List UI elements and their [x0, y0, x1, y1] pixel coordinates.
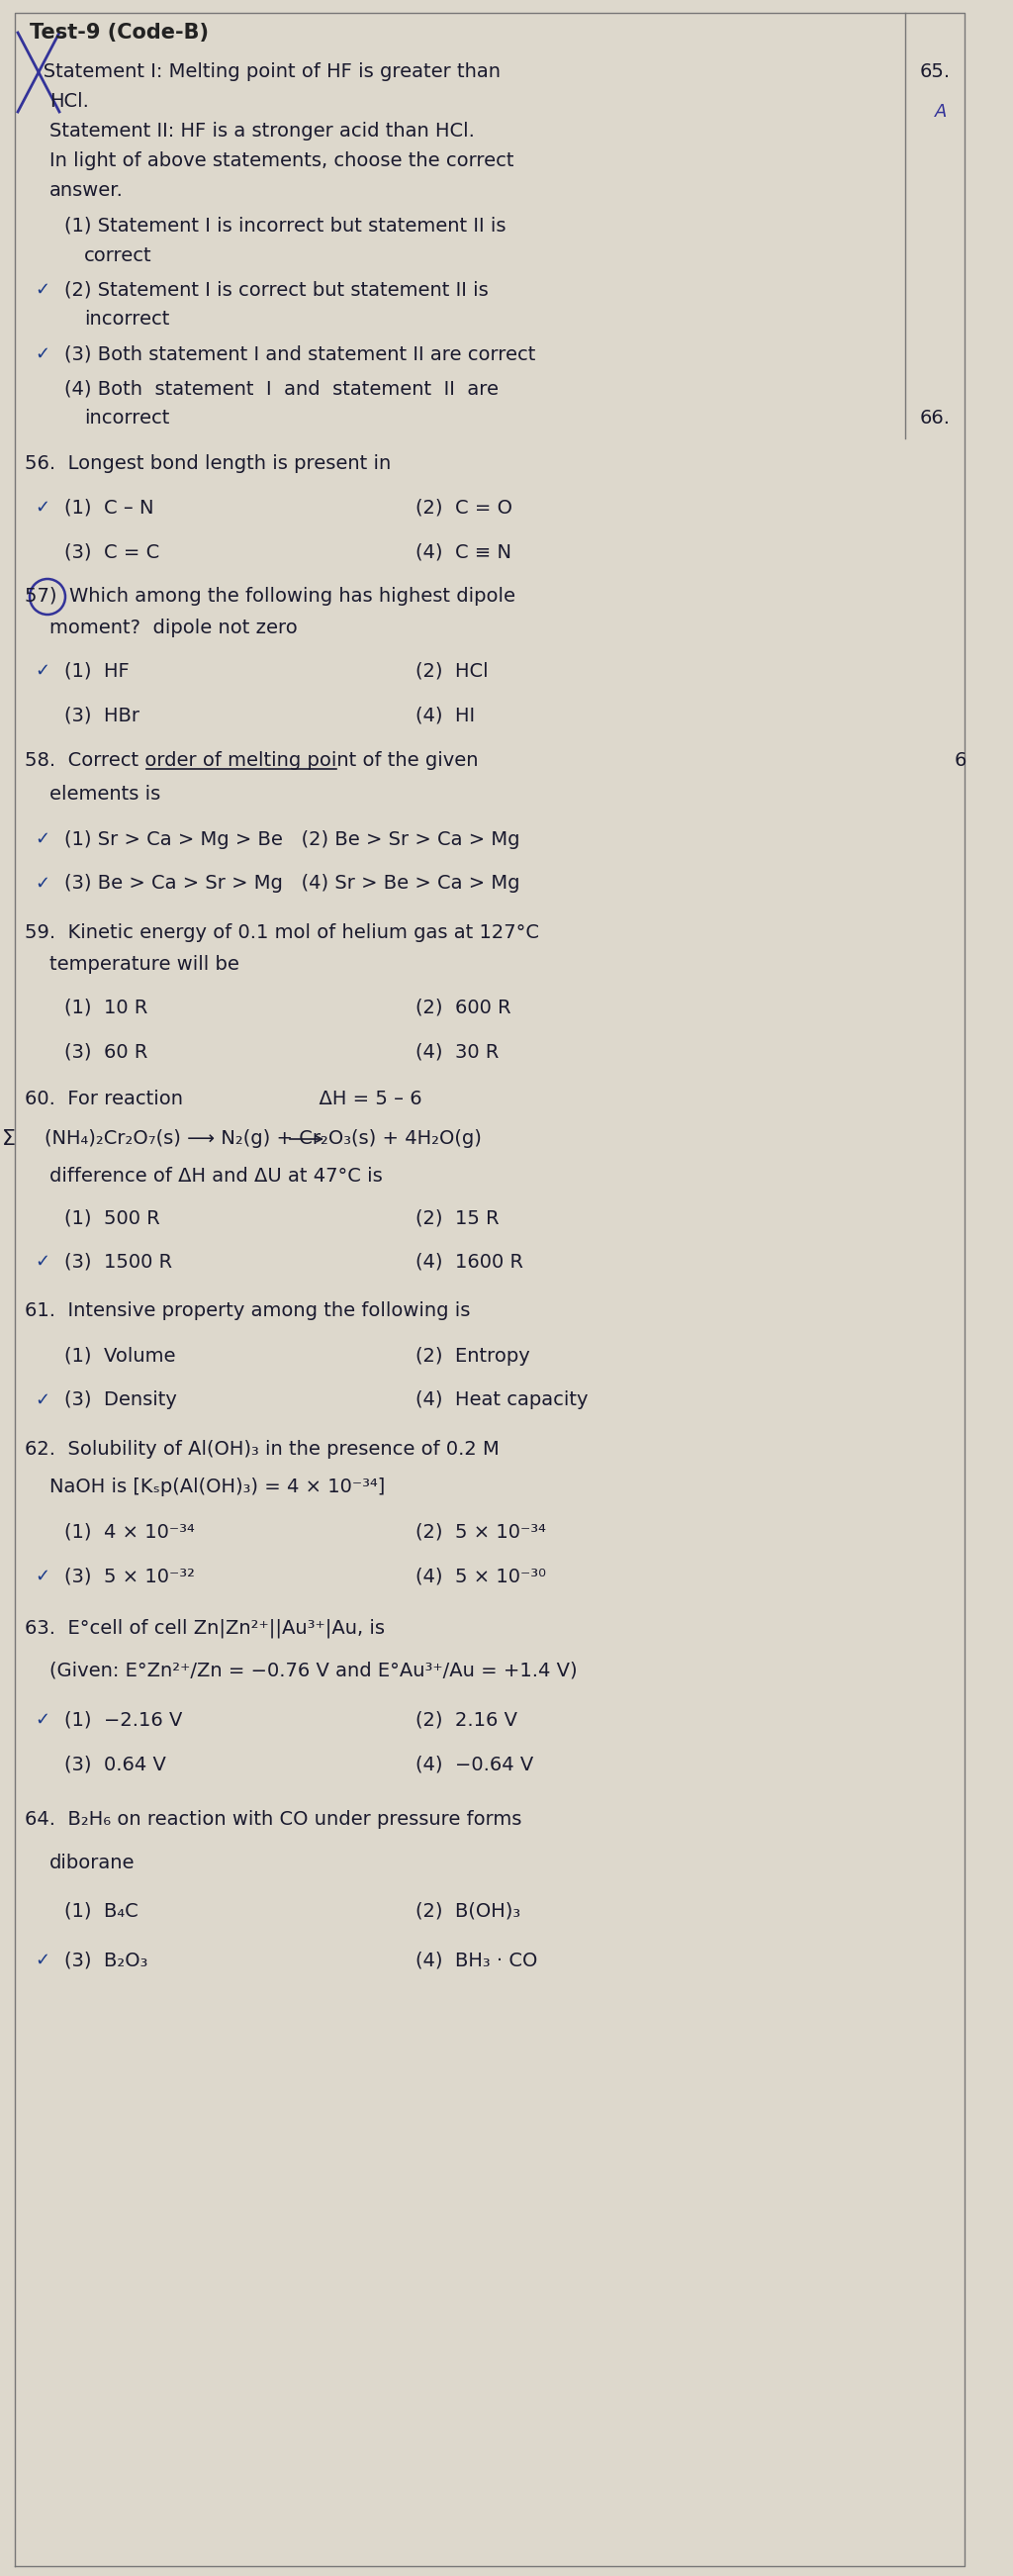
Text: ✓: ✓: [34, 1953, 50, 1971]
Text: (1)  Volume: (1) Volume: [64, 1347, 175, 1365]
Text: (4) Both  statement  I  and  statement  II  are: (4) Both statement I and statement II ar…: [64, 379, 498, 399]
Text: 58.  Correct order of melting point of the given: 58. Correct order of melting point of th…: [24, 750, 478, 770]
Text: (3) Both statement I and statement II are correct: (3) Both statement I and statement II ar…: [64, 345, 536, 363]
Text: 56.  Longest bond length is present in: 56. Longest bond length is present in: [24, 453, 391, 471]
Text: (2)  2.16 V: (2) 2.16 V: [415, 1710, 518, 1728]
Text: incorrect: incorrect: [84, 309, 169, 330]
Text: (1) Sr > Ca > Mg > Be   (2) Be > Sr > Ca > Mg: (1) Sr > Ca > Mg > Be (2) Be > Sr > Ca >…: [64, 829, 520, 848]
Text: difference of ΔH and ΔU at 47°C is: difference of ΔH and ΔU at 47°C is: [50, 1167, 383, 1185]
Text: ✓: ✓: [34, 1391, 50, 1409]
Text: HCl.: HCl.: [50, 93, 89, 111]
Text: (1)  −2.16 V: (1) −2.16 V: [64, 1710, 182, 1728]
Text: (4)  BH₃ · CO: (4) BH₃ · CO: [415, 1950, 538, 1971]
Text: (3) Be > Ca > Sr > Mg   (4) Sr > Be > Ca > Mg: (3) Be > Ca > Sr > Mg (4) Sr > Be > Ca >…: [64, 873, 520, 894]
Text: (4)  C ≡ N: (4) C ≡ N: [415, 544, 512, 562]
Text: (3)  5 × 10⁻³²: (3) 5 × 10⁻³²: [64, 1566, 194, 1587]
Text: ✓: ✓: [34, 500, 50, 518]
Text: (1)  B₄C: (1) B₄C: [64, 1901, 138, 1919]
Text: (3)  0.64 V: (3) 0.64 V: [64, 1754, 166, 1775]
Text: (2) Statement I is correct but statement II is: (2) Statement I is correct but statement…: [64, 281, 488, 299]
Text: moment?  dipole not zero: moment? dipole not zero: [50, 618, 298, 639]
Text: correct: correct: [84, 245, 152, 265]
Text: 60.  For reaction                      ΔH = 5 – 6: 60. For reaction ΔH = 5 – 6: [24, 1090, 422, 1108]
Text: (4)  1600 R: (4) 1600 R: [415, 1252, 524, 1270]
Text: (4)  5 × 10⁻³⁰: (4) 5 × 10⁻³⁰: [415, 1566, 546, 1587]
Text: (3)  B₂O₃: (3) B₂O₃: [64, 1950, 148, 1971]
Text: answer.: answer.: [50, 180, 124, 201]
Text: (1)  4 × 10⁻³⁴: (1) 4 × 10⁻³⁴: [64, 1522, 194, 1540]
Text: ✓: ✓: [34, 876, 50, 894]
Text: (3)  1500 R: (3) 1500 R: [64, 1252, 172, 1270]
Text: (2)  C = O: (2) C = O: [415, 497, 513, 518]
Text: (3)  60 R: (3) 60 R: [64, 1043, 148, 1061]
Text: (3)  C = C: (3) C = C: [64, 544, 159, 562]
Text: elements is: elements is: [50, 786, 160, 804]
Text: 66.: 66.: [920, 410, 950, 428]
Text: 59.  Kinetic energy of 0.1 mol of helium gas at 127°C: 59. Kinetic energy of 0.1 mol of helium …: [24, 925, 539, 943]
Text: 61.  Intensive property among the following is: 61. Intensive property among the followi…: [24, 1301, 470, 1321]
Text: ✓: ✓: [34, 829, 50, 848]
Text: 64.  B₂H₆ on reaction with CO under pressure forms: 64. B₂H₆ on reaction with CO under press…: [24, 1808, 522, 1829]
Text: (2)  600 R: (2) 600 R: [415, 997, 512, 1018]
Text: incorrect: incorrect: [84, 410, 169, 428]
Text: Statement II: HF is a stronger acid than HCl.: Statement II: HF is a stronger acid than…: [50, 121, 475, 142]
Text: (4)  Heat capacity: (4) Heat capacity: [415, 1391, 589, 1409]
Text: (4)  −0.64 V: (4) −0.64 V: [415, 1754, 534, 1775]
Text: (1)  C – N: (1) C – N: [64, 497, 154, 518]
Text: (1)  500 R: (1) 500 R: [64, 1208, 160, 1229]
Text: ✓: ✓: [34, 1252, 50, 1270]
Text: ✓: ✓: [34, 1710, 50, 1728]
Text: 62.  Solubility of Al(OH)₃ in the presence of 0.2 M: 62. Solubility of Al(OH)₃ in the presenc…: [24, 1440, 499, 1458]
Text: (2)  5 × 10⁻³⁴: (2) 5 × 10⁻³⁴: [415, 1522, 546, 1540]
Text: ✓: ✓: [34, 345, 50, 363]
Text: In light of above statements, choose the correct: In light of above statements, choose the…: [50, 152, 514, 170]
Text: ✓: ✓: [34, 662, 50, 680]
Text: Σ: Σ: [2, 1128, 16, 1149]
Text: (1) Statement I is incorrect but statement II is: (1) Statement I is incorrect but stateme…: [64, 216, 506, 234]
Text: (2)  Entropy: (2) Entropy: [415, 1347, 530, 1365]
Text: 57)  Which among the following has highest dipole: 57) Which among the following has highes…: [24, 587, 516, 605]
Text: (2)  B(OH)₃: (2) B(OH)₃: [415, 1901, 521, 1919]
Text: ✓: ✓: [34, 281, 50, 299]
Text: (3)  Density: (3) Density: [64, 1391, 177, 1409]
Text: (3)  HBr: (3) HBr: [64, 706, 140, 724]
Text: ✓: ✓: [34, 1569, 50, 1584]
Text: (NH₄)₂Cr₂O₇(s) ⟶ N₂(g) + Cr₂O₃(s) + 4H₂O(g): (NH₄)₂Cr₂O₇(s) ⟶ N₂(g) + Cr₂O₃(s) + 4H₂O…: [20, 1131, 481, 1149]
Text: 65.: 65.: [920, 62, 951, 82]
Text: (Given: E°Zn²⁺/Zn = −0.76 V and E°Au³⁺/Au = +1.4 V): (Given: E°Zn²⁺/Zn = −0.76 V and E°Au³⁺/A…: [50, 1662, 577, 1680]
Text: Test-9 (Code-B): Test-9 (Code-B): [29, 23, 209, 44]
Text: (2)  15 R: (2) 15 R: [415, 1208, 499, 1229]
Text: 63.  E°cell of cell Zn|Zn²⁺||Au³⁺|Au, is: 63. E°cell of cell Zn|Zn²⁺||Au³⁺|Au, is: [24, 1618, 385, 1638]
Text: NaOH is [Kₛp(Al(OH)₃) = 4 × 10⁻³⁴]: NaOH is [Kₛp(Al(OH)₃) = 4 × 10⁻³⁴]: [50, 1479, 385, 1497]
Text: diborane: diborane: [50, 1855, 135, 1873]
Text: temperature will be: temperature will be: [50, 956, 239, 974]
Text: (1)  HF: (1) HF: [64, 662, 130, 680]
Text: (4)  HI: (4) HI: [415, 706, 475, 724]
Text: (1)  10 R: (1) 10 R: [64, 997, 148, 1018]
Text: Statement I: Melting point of HF is greater than: Statement I: Melting point of HF is grea…: [24, 62, 500, 82]
Text: 6: 6: [954, 750, 966, 770]
Text: (4)  30 R: (4) 30 R: [415, 1043, 499, 1061]
Text: (2)  HCl: (2) HCl: [415, 662, 488, 680]
Text: A: A: [935, 103, 947, 121]
